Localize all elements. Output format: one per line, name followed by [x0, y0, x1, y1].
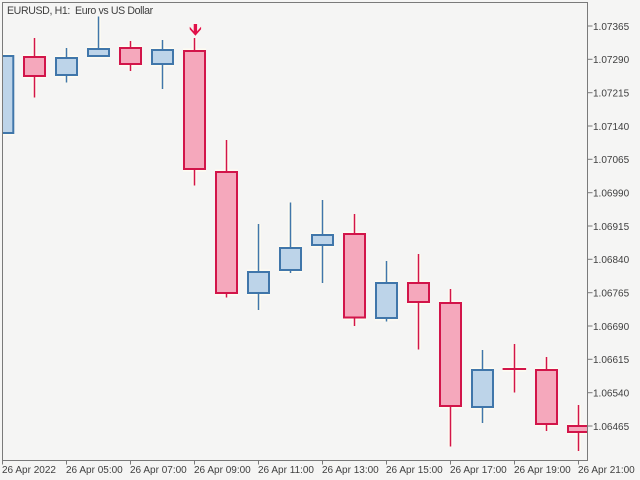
svg-text:EURUSD, H1: Euro vs US Dollar: EURUSD, H1: Euro vs US Dollar	[7, 5, 154, 17]
svg-text:1.06765: 1.06765	[593, 289, 630, 300]
svg-text:26 Apr 09:00: 26 Apr 09:00	[194, 465, 251, 476]
svg-text:1.07065: 1.07065	[593, 155, 630, 166]
svg-text:1.06690: 1.06690	[593, 322, 630, 333]
svg-text:1.06465: 1.06465	[593, 422, 630, 433]
svg-text:26 Apr 19:00: 26 Apr 19:00	[514, 465, 571, 476]
svg-text:26 Apr 13:00: 26 Apr 13:00	[322, 465, 379, 476]
svg-text:26 Apr 11:00: 26 Apr 11:00	[258, 465, 314, 476]
svg-text:1.07290: 1.07290	[593, 55, 630, 66]
svg-text:1.06915: 1.06915	[593, 222, 630, 233]
svg-text:1.07140: 1.07140	[593, 122, 630, 133]
svg-text:26 Apr 17:00: 26 Apr 17:00	[450, 465, 507, 476]
svg-text:26 Apr 15:00: 26 Apr 15:00	[386, 465, 443, 476]
svg-text:1.06540: 1.06540	[593, 389, 630, 400]
svg-text:1.06615: 1.06615	[593, 355, 630, 366]
svg-text:26 Apr 21:00: 26 Apr 21:00	[578, 465, 635, 476]
svg-text:1.07365: 1.07365	[593, 22, 630, 33]
svg-text:26 Apr 2022: 26 Apr 2022	[2, 465, 56, 476]
svg-text:1.06990: 1.06990	[593, 189, 630, 200]
svg-text:26 Apr 05:00: 26 Apr 05:00	[66, 465, 123, 476]
svg-text:26 Apr 07:00: 26 Apr 07:00	[130, 465, 187, 476]
svg-text:1.06840: 1.06840	[593, 255, 630, 266]
svg-text:1.07215: 1.07215	[593, 89, 630, 100]
